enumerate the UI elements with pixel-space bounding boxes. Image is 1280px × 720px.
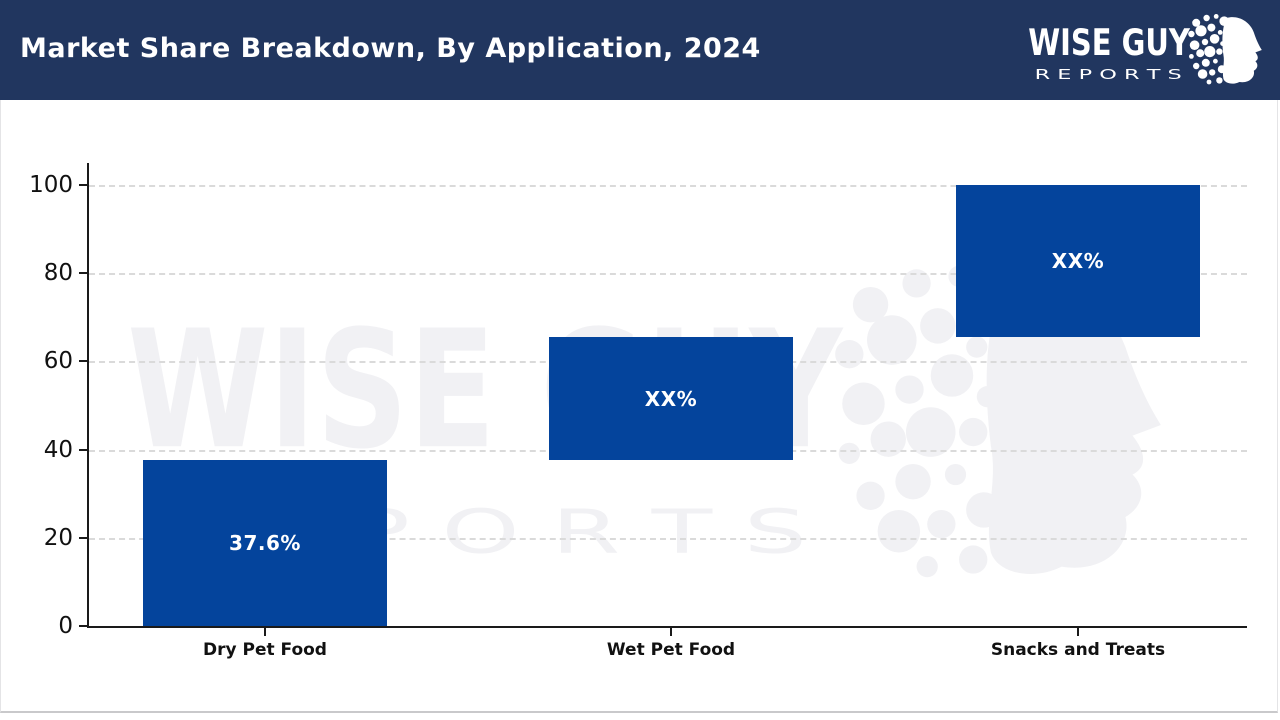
- bar-value-label: XX%: [1051, 249, 1105, 274]
- x-axis-spine: [87, 626, 1247, 628]
- y-tick-label-0: 0: [58, 613, 73, 639]
- wise-guy-logo-icon: [1020, 10, 1270, 90]
- y-tick-label-20: 20: [43, 524, 73, 551]
- bar-snacks-and-treats: XX%: [956, 185, 1200, 338]
- header: Market Share Breakdown, By Application, …: [0, 0, 1280, 100]
- bar-dry-pet-food: 37.6%: [143, 460, 387, 626]
- bar-value-label: 37.6%: [229, 531, 301, 556]
- y-tick-mark-100: [79, 184, 88, 186]
- y-axis-spine: [87, 163, 89, 628]
- wise-guy-logo: [1020, 10, 1270, 90]
- gridline-20: [89, 537, 1247, 540]
- x-tick-label-snacks-and-treats: Snacks and Treats: [990, 640, 1166, 660]
- x-tick-mark-wet-pet-food: [670, 628, 672, 636]
- x-tick-mark-dry-pet-food: [264, 628, 266, 636]
- y-tick-label-100: 100: [29, 172, 73, 198]
- y-tick-label-40: 40: [43, 436, 73, 463]
- y-tick-mark-20: [79, 536, 88, 539]
- y-tick-mark-80: [79, 272, 88, 275]
- chart-area: 0 20 40 60 80 100 37.6% Dry Pet Food XX% Wet Pet …: [0, 100, 1278, 713]
- bar-wet-pet-food: XX%: [549, 337, 793, 461]
- gridline-80: [89, 273, 1247, 276]
- plot-area: 0 20 40 60 80 100 37.6% Dry Pet Food XX% Wet Pet …: [1, 100, 1277, 711]
- y-tick-mark-40: [79, 448, 88, 451]
- x-tick-label-wet-pet-food: Wet Pet Food: [606, 640, 736, 660]
- y-tick-mark-60: [79, 360, 88, 363]
- x-tick-label-dry-pet-food: Dry Pet Food: [203, 640, 327, 660]
- y-tick-label-80: 80: [43, 260, 73, 287]
- x-tick-mark-snacks-and-treats: [1077, 628, 1079, 636]
- gridline-100: [89, 185, 1247, 187]
- y-tick-label-60: 60: [43, 348, 73, 375]
- y-tick-mark-0: [79, 625, 88, 627]
- page-title: Market Share Breakdown, By Application, …: [20, 33, 761, 64]
- bar-value-label: XX%: [644, 386, 698, 411]
